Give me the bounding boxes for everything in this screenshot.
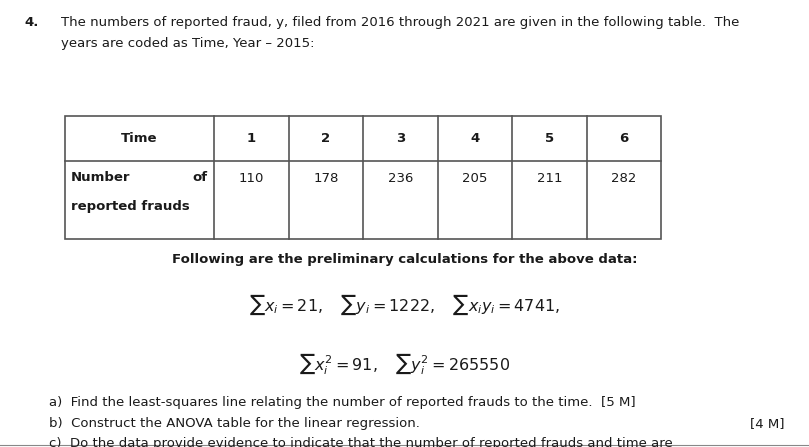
Text: b)  Construct the ANOVA table for the linear regression.: b) Construct the ANOVA table for the lin…	[49, 417, 419, 430]
Text: 3: 3	[396, 132, 405, 145]
Text: c)  Do the data provide evidence to indicate that the number of reported frauds : c) Do the data provide evidence to indic…	[49, 437, 672, 447]
Text: Number: Number	[71, 171, 131, 184]
Text: a)  Find the least-squares line relating the number of reported frauds to the ti: a) Find the least-squares line relating …	[49, 396, 635, 409]
Text: 178: 178	[313, 172, 339, 185]
Text: 5: 5	[544, 132, 554, 145]
Text: The numbers of reported fraud, y, filed from 2016 through 2021 are given in the : The numbers of reported fraud, y, filed …	[61, 16, 739, 29]
Text: $\sum x_i = 21,$   $\sum y_i = 1222,$   $\sum x_iy_i = 4741,$: $\sum x_i = 21,$ $\sum y_i = 1222,$ $\su…	[249, 293, 560, 317]
Text: 4: 4	[470, 132, 480, 145]
Text: 6: 6	[619, 132, 629, 145]
Text: Following are the preliminary calculations for the above data:: Following are the preliminary calculatio…	[172, 253, 637, 266]
Text: 110: 110	[239, 172, 265, 185]
Text: 2: 2	[321, 132, 331, 145]
Text: 205: 205	[462, 172, 488, 185]
Text: Time: Time	[121, 132, 158, 145]
Text: $\sum x_i^2 = 91,$   $\sum y_i^2 = 265550$: $\sum x_i^2 = 91,$ $\sum y_i^2 = 265550$	[299, 351, 510, 376]
Text: of: of	[193, 171, 208, 184]
Text: 211: 211	[536, 172, 562, 185]
Text: 282: 282	[611, 172, 637, 185]
Text: years are coded as Time, Year – 2015:: years are coded as Time, Year – 2015:	[61, 37, 314, 50]
Text: 236: 236	[388, 172, 413, 185]
Text: 4.: 4.	[24, 16, 39, 29]
Text: [4 M]: [4 M]	[750, 417, 785, 430]
Text: 1: 1	[247, 132, 256, 145]
Text: reported frauds: reported frauds	[71, 200, 190, 213]
Bar	[65, 116, 661, 239]
